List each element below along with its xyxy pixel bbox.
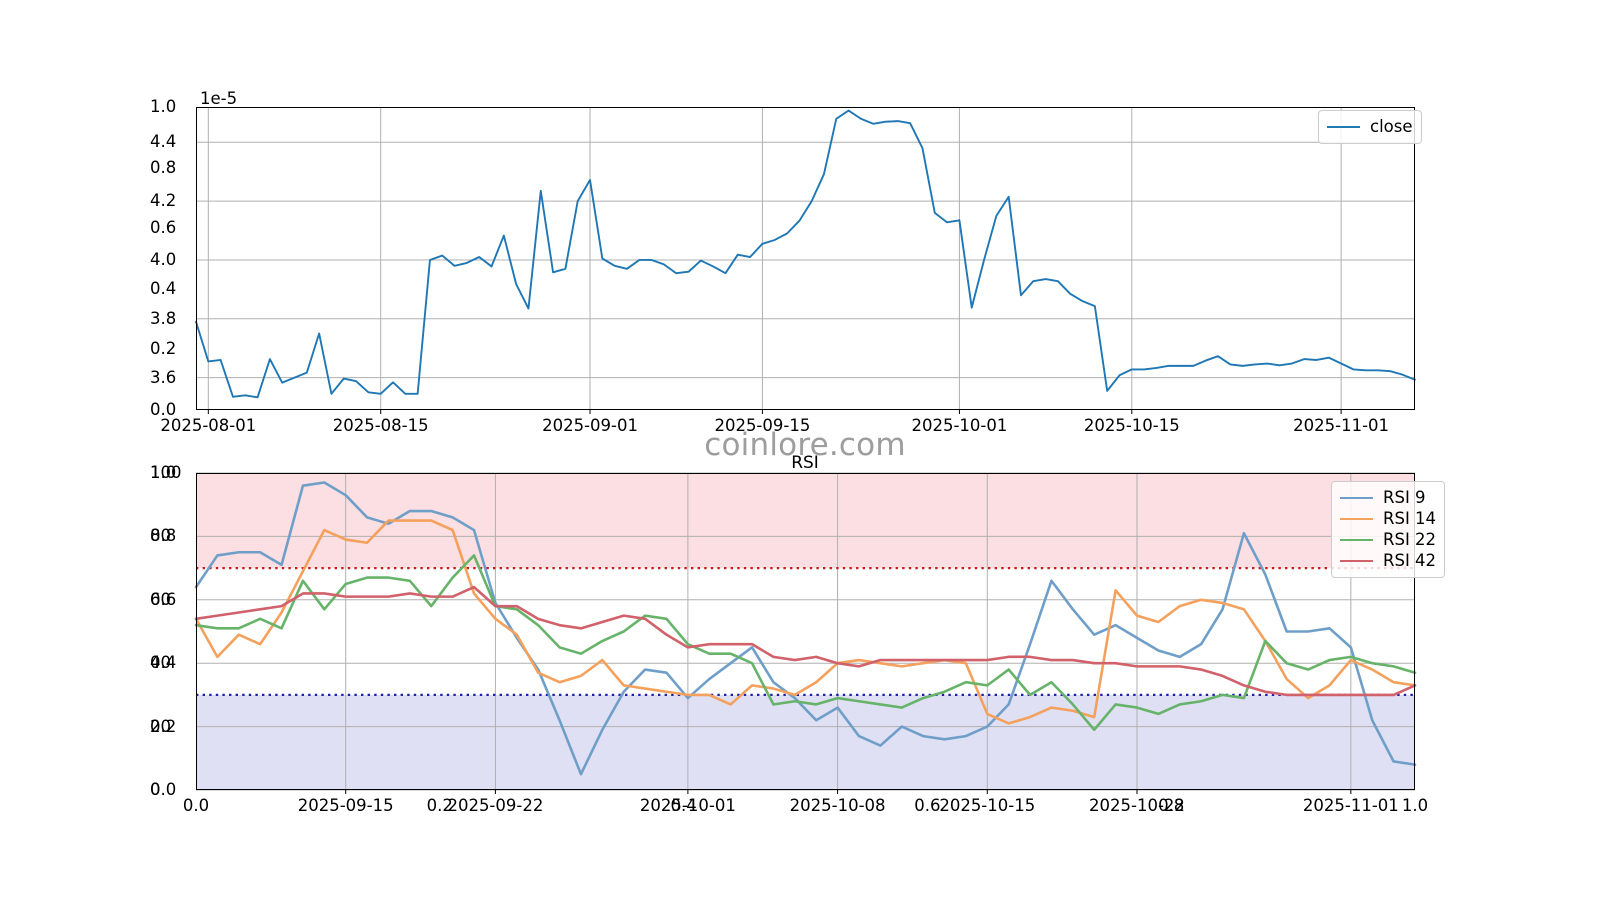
legend-color-swatch	[1340, 496, 1373, 499]
price-y-offset-text: 1e-5	[200, 89, 238, 108]
rsi-x-tick-normalized: 0.2	[426, 796, 453, 815]
price-plot-area	[195, 107, 1416, 414]
rsi-y-tick: 0	[150, 779, 161, 799]
price-x-tick: 2025-08-01	[160, 416, 257, 435]
rsi-x-tick-normalized: 0.4	[670, 796, 697, 815]
price-x-tick: 2025-09-01	[542, 416, 638, 435]
rsi-chart-axes	[194, 472, 1417, 794]
price-x-tick: 2025-10-15	[1083, 416, 1180, 435]
legend-color-swatch	[1340, 538, 1373, 541]
rsi-y-tick: 20	[150, 716, 171, 736]
rsi-x-tick: 2025-10-15	[939, 796, 1036, 815]
rsi-y-tick: 100	[150, 462, 182, 482]
rsi-y-tick-normalized: 0.0	[150, 779, 177, 799]
rsi-y-tick-normalized: 0.2	[150, 716, 177, 736]
rsi-x-tick-normalized: 0.8	[1158, 796, 1185, 815]
watermark-coinlore: coinlore.com	[704, 427, 906, 463]
legend-label: close	[1370, 117, 1413, 136]
rsi-plot-area	[194, 472, 1417, 794]
rsi-x-tick-normalized: 0.0	[182, 796, 210, 815]
price-y-tick: 4.4	[150, 132, 177, 152]
price-y-tick: 3.8	[150, 308, 177, 328]
rsi-y-tick-normalized: 0.8	[150, 526, 177, 546]
rsi-y-tick-normalized: 1.0	[150, 462, 177, 482]
rsi-x-tick: 2025-10-08	[789, 796, 886, 815]
rsi-chart-title: RSI	[791, 453, 819, 473]
legend-color-swatch	[1340, 559, 1373, 562]
price-x-tick: 2025-08-15	[332, 416, 429, 435]
price-y-tick: 4.0	[150, 249, 177, 269]
price-x-tick: 2025-10-01	[911, 416, 1008, 435]
rsi-y-tick-normalized: 0.6	[150, 589, 177, 609]
rsi-legend-item: RSI 42	[1340, 550, 1436, 571]
price-y-tick-normalized: 0.8	[150, 157, 177, 177]
rsi-x-tick: 2025-09-22	[447, 796, 544, 815]
price-y-tick-normalized: 1.0	[150, 96, 177, 116]
rsi-y-tick: 60	[150, 589, 171, 609]
price-y-tick-normalized: 0.4	[150, 278, 177, 298]
price-y-tick-normalized: 0.6	[150, 217, 177, 237]
legend-color-swatch	[1340, 517, 1373, 520]
rsi-x-tick: 2025-10-22	[1089, 796, 1185, 815]
legend-label: RSI 22	[1383, 530, 1437, 549]
legend-label: RSI 9	[1383, 488, 1426, 507]
price-legend: close	[1318, 110, 1422, 144]
legend-label: RSI 42	[1383, 551, 1437, 570]
rsi-y-tick: 40	[150, 652, 171, 672]
price-y-tick: 4.2	[150, 190, 177, 210]
price-x-tick: 2025-09-15	[714, 416, 811, 435]
rsi-x-tick-normalized: 0.6	[914, 796, 941, 815]
rsi-x-tick: 2025-10-01	[639, 796, 736, 815]
price-legend-item: close	[1327, 116, 1413, 137]
legend-color-swatch	[1327, 125, 1360, 128]
rsi-legend-item: RSI 9	[1340, 487, 1436, 508]
price-chart-axes	[195, 107, 1416, 414]
rsi-x-tick: 2025-11-01	[1302, 796, 1399, 815]
rsi-legend-item: RSI 22	[1340, 529, 1436, 550]
price-y-tick-normalized: 0.2	[150, 339, 177, 359]
rsi-y-tick: 80	[150, 526, 171, 546]
rsi-y-tick-normalized: 0.4	[150, 652, 177, 672]
price-x-tick: 2025-11-01	[1293, 416, 1390, 435]
rsi-legend-item: RSI 14	[1340, 508, 1436, 529]
legend-label: RSI 14	[1383, 509, 1437, 528]
rsi-legend: RSI 9 RSI 14 RSI 22 RSI 42	[1331, 481, 1446, 578]
price-y-tick-normalized: 0.0	[150, 399, 177, 419]
rsi-x-tick: 2025-09-15	[297, 796, 394, 815]
rsi-x-tick-normalized: 1.0	[1401, 796, 1429, 815]
price-y-tick: 3.6	[150, 367, 177, 387]
